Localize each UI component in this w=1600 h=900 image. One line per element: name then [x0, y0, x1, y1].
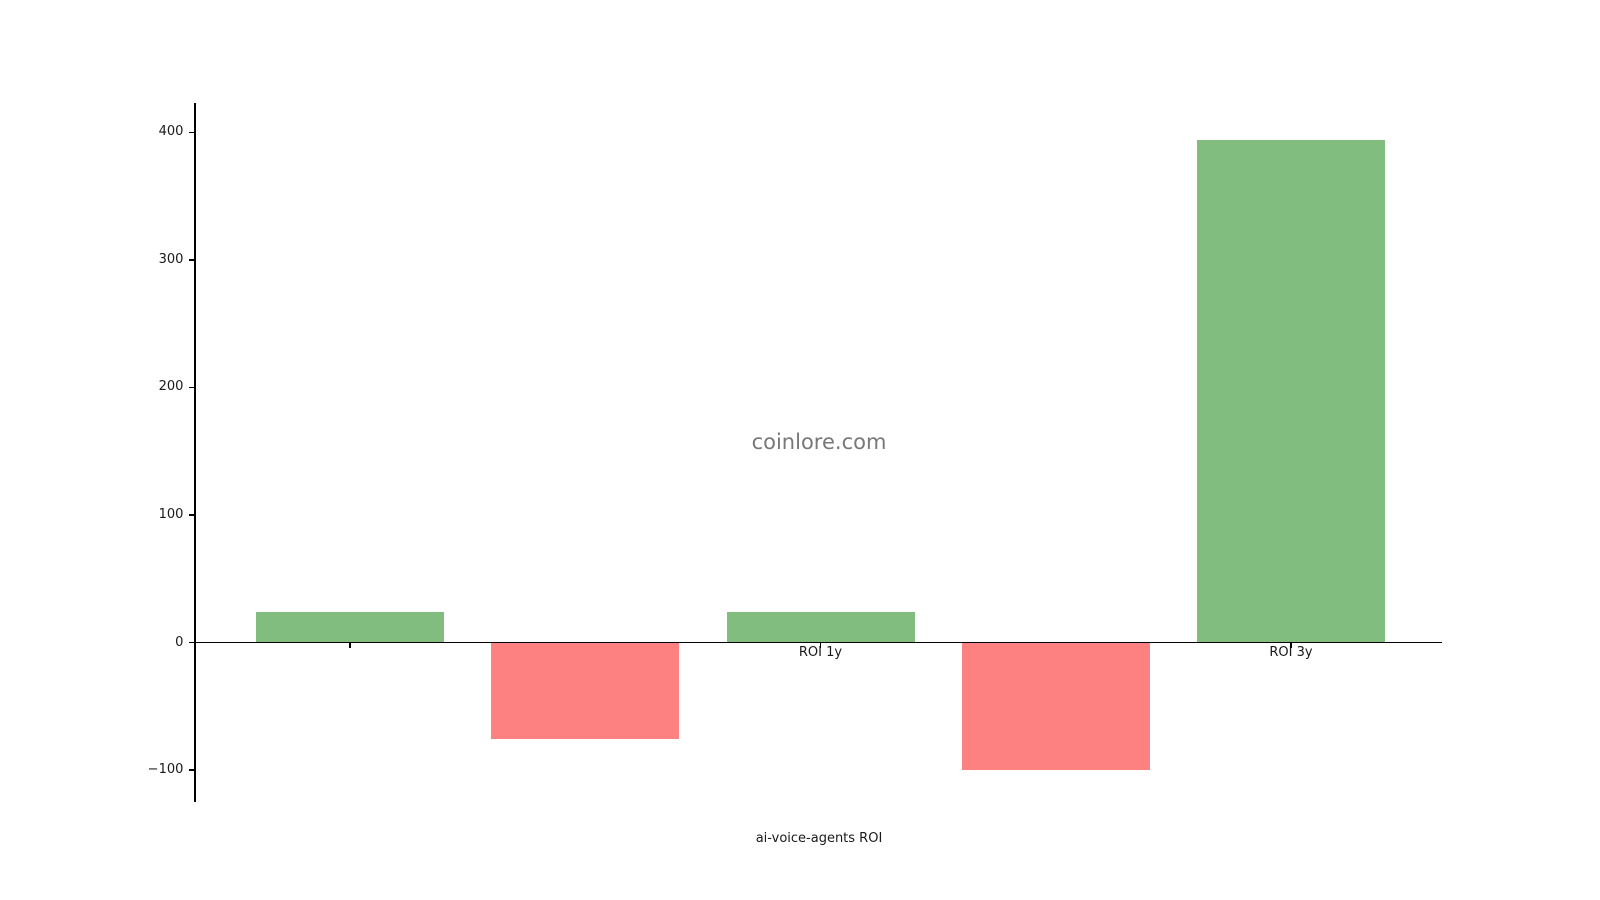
y-tick-label: −100	[147, 762, 184, 778]
watermark: coinlore.com	[751, 430, 887, 454]
x-tick	[819, 643, 822, 649]
chart-xlabel: ai-voice-agents ROI	[755, 831, 883, 846]
y-tick	[189, 769, 195, 771]
y-tick	[189, 131, 195, 134]
bar-series-0	[256, 611, 444, 643]
y-tick-label: 300	[158, 251, 184, 267]
y-tick-label: 0	[175, 634, 184, 650]
bar-ROI 3y	[1197, 139, 1385, 643]
y-tick	[189, 514, 195, 516]
bar-series-3	[961, 642, 1150, 771]
x-tick-label-roi-1y: ROI 1y	[798, 645, 843, 660]
bar-ROI 1y	[726, 611, 915, 643]
x-tick	[1290, 643, 1292, 649]
x-axis-line	[194, 641, 1442, 644]
y-tick	[189, 641, 195, 644]
y-tick-label: 200	[158, 379, 184, 395]
bar-series-1	[491, 642, 680, 740]
y-tick	[189, 259, 195, 261]
y-axis-spine	[194, 102, 196, 802]
y-tick-label: 100	[158, 506, 184, 522]
x-tick-label-roi-3y: ROI 3y	[1269, 645, 1313, 660]
x-tick	[349, 643, 351, 649]
y-tick-label: 400	[158, 124, 184, 140]
y-tick	[189, 386, 195, 389]
